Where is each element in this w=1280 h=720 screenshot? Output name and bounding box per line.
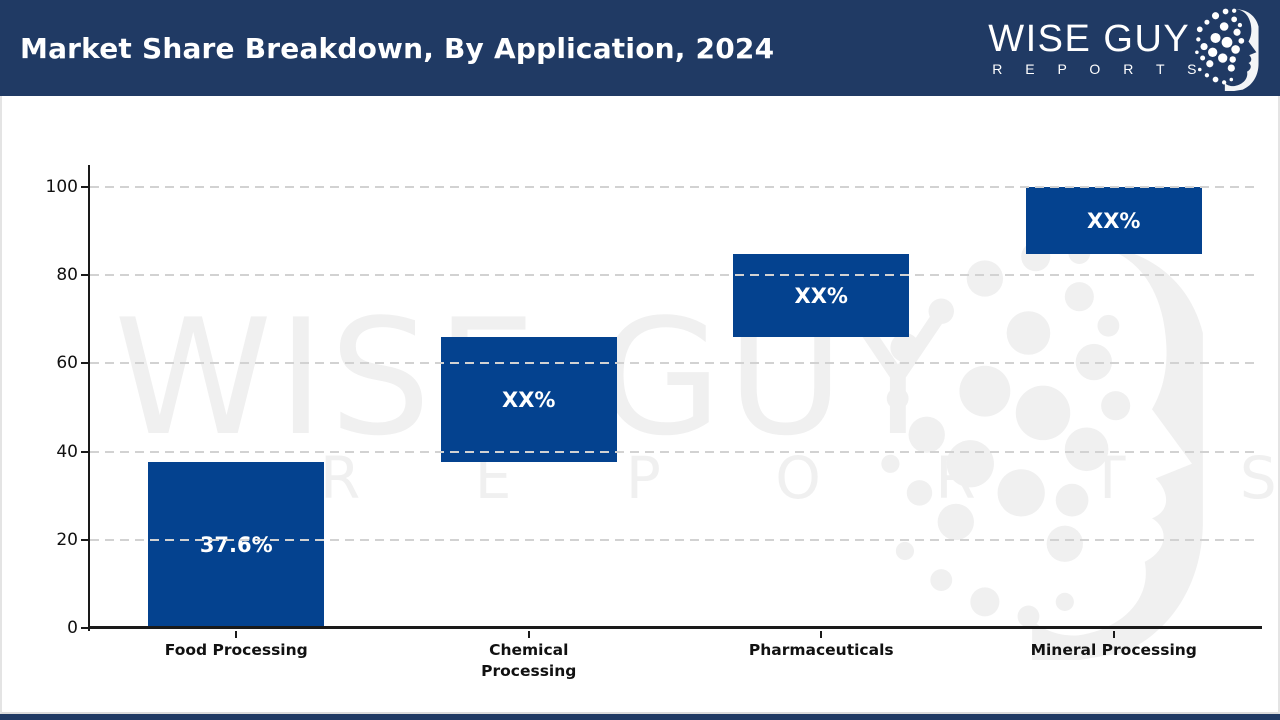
bar-value-label: XX% <box>502 387 556 412</box>
x-axis-line <box>88 626 1262 629</box>
watermark-head-icon <box>881 242 1203 660</box>
gridline-80 <box>90 274 1260 277</box>
y-tick-label-80: 80 <box>56 265 78 286</box>
x-tick-mark <box>1112 631 1115 638</box>
category-label-food-processing: Food Processing <box>164 641 308 659</box>
category-label-pharmaceuticals: Pharmaceuticals <box>748 641 894 659</box>
y-tick-label-100: 100 <box>45 177 78 198</box>
y-tick-label-0: 0 <box>67 618 78 638</box>
y-tick-mark <box>81 274 88 277</box>
category-label-chemical-processing: Chemical Processing <box>481 641 577 680</box>
wiseguy-logo: WISE GUY R E P O R T S <box>988 5 1266 91</box>
x-tick-mark <box>527 631 530 638</box>
bar-mineral-processing: XX% <box>1025 187 1202 255</box>
chart-area: WISE GUY R E P O R T S 37.6% Food Process… <box>0 96 1280 714</box>
y-tick-mark <box>81 450 88 453</box>
gridline-40 <box>90 450 1260 453</box>
logo-text: WISE GUY R E P O R T S <box>988 20 1206 77</box>
y-tick-mark <box>81 362 88 365</box>
header: Market Share Breakdown, By Application, … <box>0 0 1280 96</box>
gridline-60 <box>90 362 1260 365</box>
x-tick-mark <box>820 631 823 638</box>
y-tick-mark <box>81 627 88 629</box>
y-tick-mark <box>81 538 88 541</box>
y-tick-mark <box>81 186 88 189</box>
bar-value-label: 37.6% <box>199 533 273 558</box>
gridline-100 <box>90 186 1260 189</box>
y-tick-label-40: 40 <box>56 441 78 462</box>
wiseguy-head-icon <box>1195 8 1259 91</box>
bar-pharmaceuticals: XX% <box>733 254 910 337</box>
x-tick-mark <box>235 631 238 638</box>
bar-value-label: XX% <box>1087 208 1141 233</box>
category-label-mineral-processing: Mineral Processing <box>1030 641 1197 659</box>
y-tick-label-60: 60 <box>56 353 78 374</box>
logo-wordmark: WISE GUY <box>988 17 1191 60</box>
y-axis-line <box>88 165 90 631</box>
bar-value-label: XX% <box>794 283 848 308</box>
page-title: Market Share Breakdown, By Application, … <box>20 31 775 65</box>
bar-food-processing: 37.6% <box>148 462 325 628</box>
footer-bar <box>0 714 1280 720</box>
gridline-20 <box>90 538 1260 541</box>
logo-subtext: R E P O R T S <box>992 60 1206 77</box>
y-tick-label-20: 20 <box>56 529 78 550</box>
bar-chemical-processing: XX% <box>440 336 617 463</box>
